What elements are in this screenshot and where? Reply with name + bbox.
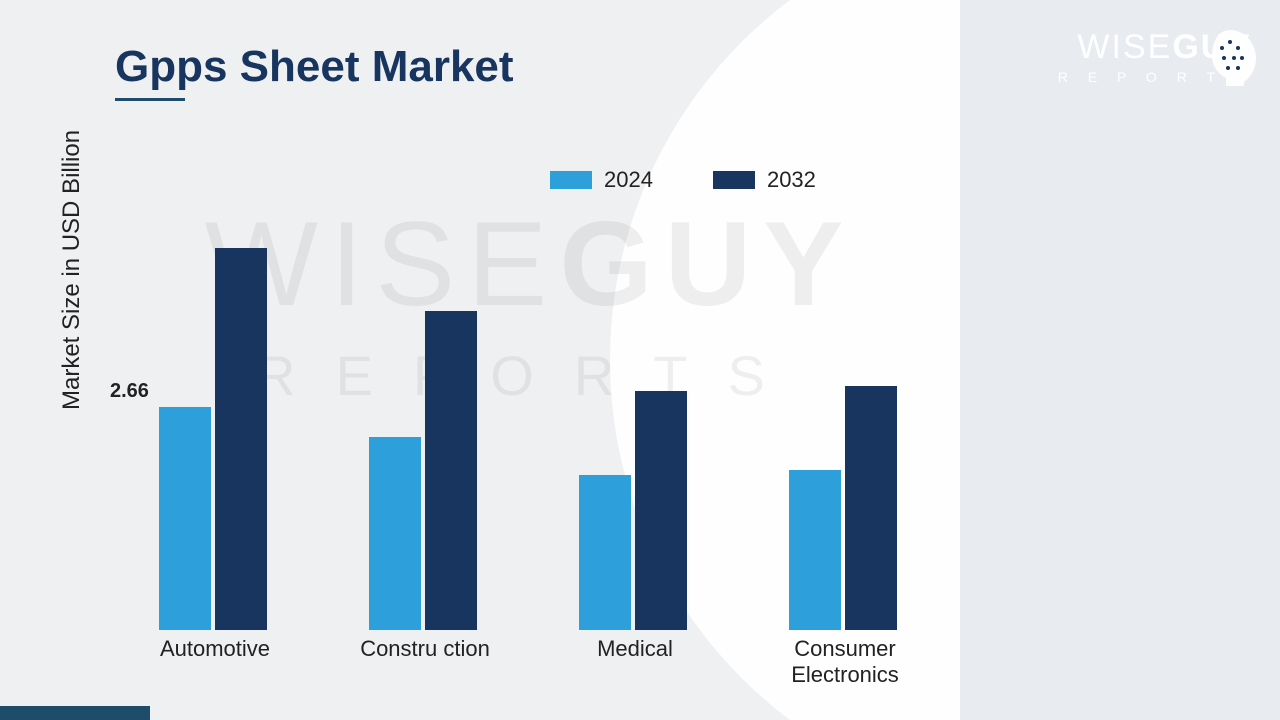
bar <box>635 391 687 630</box>
page-title: Gpps Sheet Market <box>115 42 514 92</box>
chart-canvas: WISEGUY R E P O R T S Gpps Sheet Market … <box>0 0 1280 720</box>
bar <box>425 311 477 630</box>
plot-area: AutomotiveConstru ctionMedicalConsumer E… <box>105 210 945 630</box>
bar <box>845 386 897 630</box>
legend-item-2032: 2032 <box>713 167 816 193</box>
legend-label-2024: 2024 <box>604 167 653 193</box>
bottom-strip <box>0 706 150 720</box>
title-block: Gpps Sheet Market <box>115 42 514 101</box>
legend-swatch-2024 <box>550 171 592 189</box>
value-label: 2.66 <box>110 380 149 403</box>
category-label: Medical <box>545 636 725 662</box>
brand-logo: WISEGUY R E P O R T S <box>1058 28 1252 85</box>
legend: 2024 2032 <box>550 167 816 193</box>
legend-item-2024: 2024 <box>550 167 653 193</box>
legend-label-2032: 2032 <box>767 167 816 193</box>
bar <box>159 407 211 630</box>
logo-head-icon <box>1200 28 1260 88</box>
title-underline <box>115 98 185 101</box>
category-label: Automotive <box>125 636 305 662</box>
logo-text-a: WISE <box>1077 28 1172 66</box>
bar <box>579 475 631 630</box>
y-axis-label: Market Size in USD Billion <box>58 130 86 410</box>
bar <box>369 437 421 630</box>
category-label: Constru ction <box>335 636 515 662</box>
category-label: Consumer Electronics <box>755 636 935 688</box>
bar <box>215 248 267 630</box>
legend-swatch-2032 <box>713 171 755 189</box>
bar <box>789 470 841 630</box>
